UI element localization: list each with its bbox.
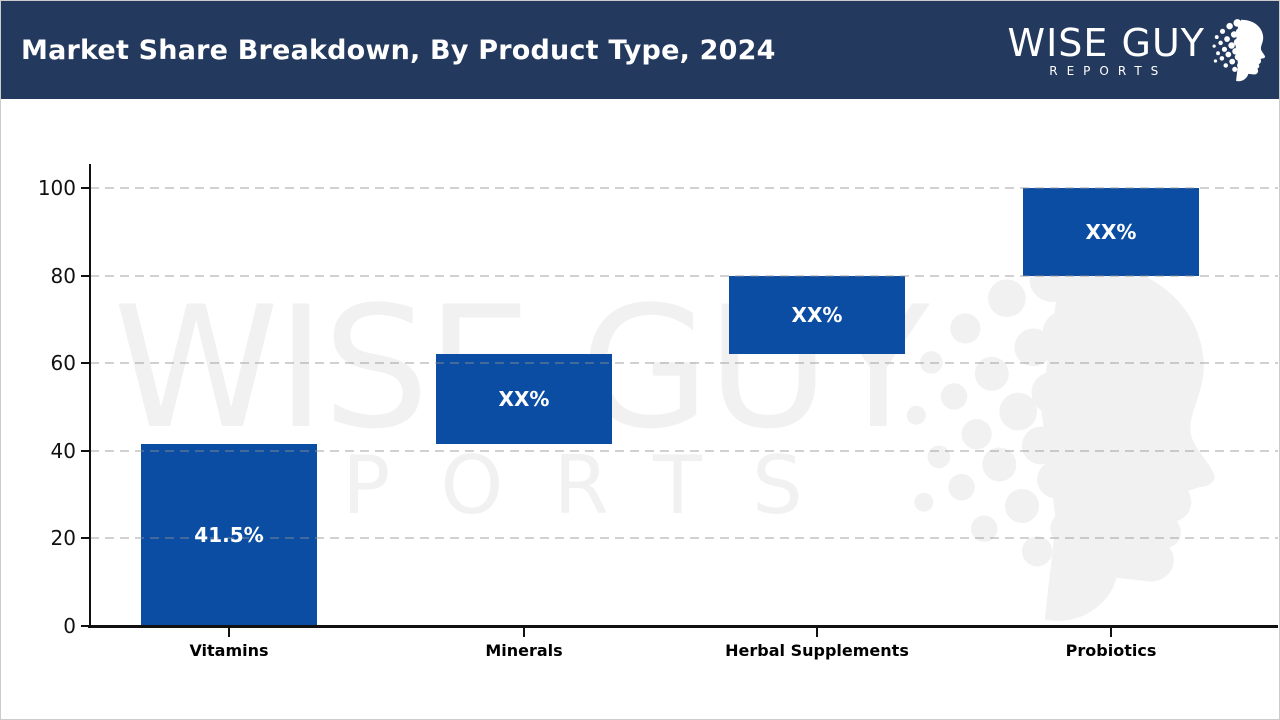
brand-wordmark-line1: WISE GUY — [1007, 20, 1205, 65]
x-axis-tick — [228, 628, 230, 637]
y-axis-tick — [81, 187, 90, 189]
bar-value-label: 41.5% — [194, 523, 264, 548]
gridline — [90, 537, 1278, 540]
bar-value-label: XX% — [498, 387, 550, 412]
gridline — [90, 362, 1278, 365]
brand-wordmark: WISE GUY REPORTS — [1008, 24, 1205, 77]
x-axis-tick — [816, 628, 818, 637]
y-axis-tick — [81, 362, 90, 365]
x-axis-tick — [1110, 628, 1112, 637]
y-axis-tick — [81, 625, 90, 627]
gridline — [90, 274, 1278, 277]
x-tick-label: Minerals — [485, 641, 563, 660]
gridline — [90, 187, 1278, 189]
bar-herbal-supplements — [729, 275, 905, 355]
bar-value-label: XX% — [1085, 219, 1137, 244]
brand-face-icon — [1212, 19, 1266, 82]
y-tick-label: 80 — [50, 263, 76, 288]
bar-value-label: XX% — [791, 303, 843, 328]
page-title: Market Share Breakdown, By Product Type,… — [21, 34, 776, 66]
bar-minerals — [436, 354, 612, 445]
y-tick-label: 20 — [50, 526, 76, 551]
y-axis-line — [89, 164, 91, 628]
x-tick-label: Herbal Supplements — [725, 641, 909, 660]
y-tick-label: 60 — [50, 351, 76, 376]
bar-probiotics — [1023, 188, 1199, 276]
y-tick-label: 100 — [37, 176, 76, 200]
x-axis-tick — [523, 628, 525, 637]
y-tick-label: 40 — [50, 438, 76, 463]
y-axis-tick — [81, 537, 90, 540]
x-tick-label: Probiotics — [1065, 641, 1157, 660]
y-axis-tick — [81, 449, 90, 452]
watermark-face-icon — [906, 256, 1215, 621]
y-axis-tick — [81, 274, 90, 277]
header: Market Share Breakdown, By Product Type,… — [1, 1, 1279, 99]
x-axis-line — [88, 625, 1278, 628]
y-tick-label: 0 — [63, 614, 76, 638]
x-tick-label: Vitamins — [189, 641, 269, 660]
gridline — [90, 449, 1278, 452]
brand-logo: WISE GUY REPORTS — [1008, 12, 1279, 88]
bar-vitamins — [141, 444, 317, 626]
brand-wordmark-line2: REPORTS — [1049, 63, 1168, 78]
